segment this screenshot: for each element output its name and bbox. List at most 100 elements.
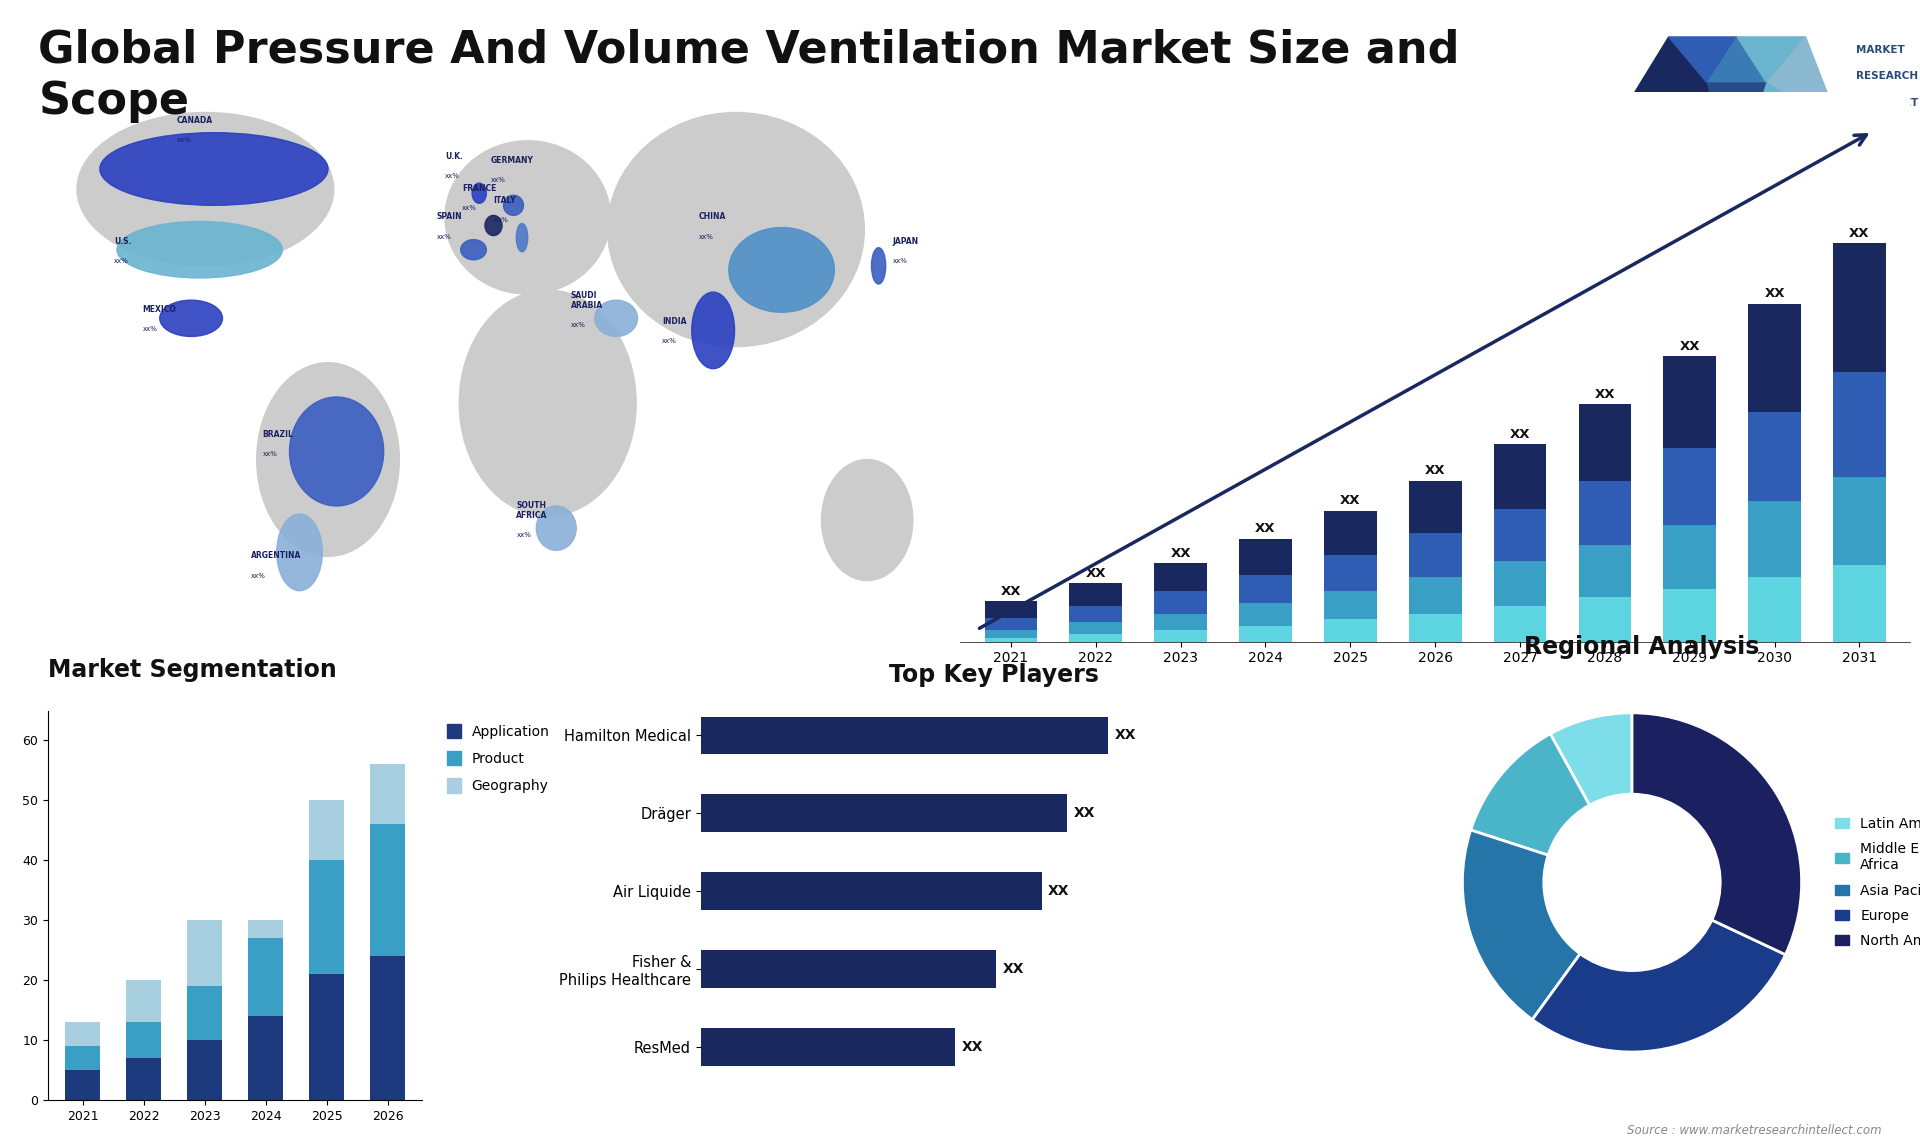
Bar xyxy=(701,1028,956,1066)
Ellipse shape xyxy=(607,112,864,346)
Text: CANADA: CANADA xyxy=(177,116,213,125)
Bar xyxy=(371,956,405,1100)
Bar xyxy=(1578,597,1632,642)
Text: INDIA: INDIA xyxy=(662,317,685,327)
Bar xyxy=(1409,533,1461,578)
Bar xyxy=(1325,619,1377,642)
Bar xyxy=(1834,565,1885,642)
Bar xyxy=(248,939,284,1017)
Ellipse shape xyxy=(503,195,524,215)
Ellipse shape xyxy=(276,515,323,590)
Bar xyxy=(1749,501,1801,578)
Bar xyxy=(309,861,344,974)
Bar xyxy=(985,602,1037,618)
Bar xyxy=(1325,555,1377,591)
Bar xyxy=(701,794,1068,832)
Text: U.S.: U.S. xyxy=(113,237,131,245)
Ellipse shape xyxy=(117,221,282,278)
Bar xyxy=(1834,372,1885,477)
Text: xx%: xx% xyxy=(252,573,265,579)
Bar xyxy=(1834,477,1885,565)
Bar xyxy=(1069,621,1121,634)
Text: Market Segmentation: Market Segmentation xyxy=(48,658,336,682)
Wedge shape xyxy=(1463,830,1580,1020)
Bar xyxy=(1834,243,1885,372)
Bar xyxy=(1749,304,1801,413)
Text: MEXICO: MEXICO xyxy=(142,305,177,314)
Polygon shape xyxy=(1707,84,1766,129)
Bar xyxy=(1409,480,1461,533)
Text: xx%: xx% xyxy=(893,258,908,264)
Text: RESEARCH: RESEARCH xyxy=(1857,71,1918,81)
Bar xyxy=(701,872,1043,910)
Ellipse shape xyxy=(472,183,486,203)
Bar xyxy=(985,629,1037,637)
Title: Top Key Players: Top Key Players xyxy=(889,664,1098,688)
Text: U.K.: U.K. xyxy=(445,152,463,160)
Bar xyxy=(309,800,344,861)
Wedge shape xyxy=(1532,920,1786,1052)
Bar xyxy=(1069,583,1121,605)
Ellipse shape xyxy=(77,112,334,266)
Text: XX: XX xyxy=(1073,806,1094,821)
Bar xyxy=(985,637,1037,642)
Text: INTELLECT: INTELLECT xyxy=(1857,97,1918,108)
Text: xx%: xx% xyxy=(516,532,532,539)
Text: JAPAN: JAPAN xyxy=(893,237,920,245)
Bar xyxy=(1494,445,1546,509)
Text: xx%: xx% xyxy=(662,338,676,345)
Bar xyxy=(1663,356,1716,448)
Text: xx%: xx% xyxy=(699,234,714,240)
Bar xyxy=(985,618,1037,629)
Ellipse shape xyxy=(730,228,835,312)
Bar xyxy=(1238,626,1292,642)
Bar xyxy=(1409,578,1461,613)
Text: xx%: xx% xyxy=(463,205,476,211)
Text: BRAZIL: BRAZIL xyxy=(263,431,294,439)
Text: xx%: xx% xyxy=(263,452,276,457)
Bar xyxy=(65,1046,100,1070)
Wedge shape xyxy=(1471,733,1590,855)
Bar xyxy=(186,1041,223,1100)
Polygon shape xyxy=(1613,37,1707,129)
Text: MARKET: MARKET xyxy=(1857,45,1905,55)
Bar xyxy=(1069,605,1121,621)
Text: Regional Analysis: Regional Analysis xyxy=(1524,635,1759,659)
Bar xyxy=(1663,589,1716,642)
Polygon shape xyxy=(1613,84,1722,129)
Bar xyxy=(65,1022,100,1046)
Text: XX: XX xyxy=(1002,961,1023,976)
Ellipse shape xyxy=(290,397,384,505)
Bar xyxy=(1325,510,1377,555)
Bar xyxy=(248,1017,284,1100)
Text: XX: XX xyxy=(1425,464,1446,478)
Bar xyxy=(65,1070,100,1100)
Ellipse shape xyxy=(100,133,328,205)
Bar xyxy=(186,987,223,1041)
Bar xyxy=(1409,613,1461,642)
Bar xyxy=(1238,603,1292,626)
Text: FRANCE: FRANCE xyxy=(463,185,497,194)
Ellipse shape xyxy=(257,362,399,556)
Text: XX: XX xyxy=(1256,523,1275,535)
Ellipse shape xyxy=(691,292,735,369)
Text: XX: XX xyxy=(1048,884,1069,898)
Text: xx%: xx% xyxy=(436,234,451,240)
Ellipse shape xyxy=(159,300,223,337)
Bar xyxy=(1663,448,1716,525)
Text: ITALY: ITALY xyxy=(493,196,516,205)
Bar xyxy=(371,764,405,824)
Bar xyxy=(1494,562,1546,605)
Text: XX: XX xyxy=(1000,586,1021,598)
Bar xyxy=(1154,563,1208,591)
Bar xyxy=(701,950,996,988)
Text: SAUDI
ARABIA: SAUDI ARABIA xyxy=(570,291,603,311)
Ellipse shape xyxy=(486,215,501,236)
Bar xyxy=(127,1022,161,1058)
Polygon shape xyxy=(1751,84,1841,129)
Bar xyxy=(309,974,344,1100)
Legend: Latin America, Middle East &
Africa, Asia Pacific, Europe, North America: Latin America, Middle East & Africa, Asi… xyxy=(1830,811,1920,953)
Text: Source : www.marketresearchintellect.com: Source : www.marketresearchintellect.com xyxy=(1626,1124,1882,1137)
Bar xyxy=(1494,605,1546,642)
Bar xyxy=(1494,509,1546,562)
